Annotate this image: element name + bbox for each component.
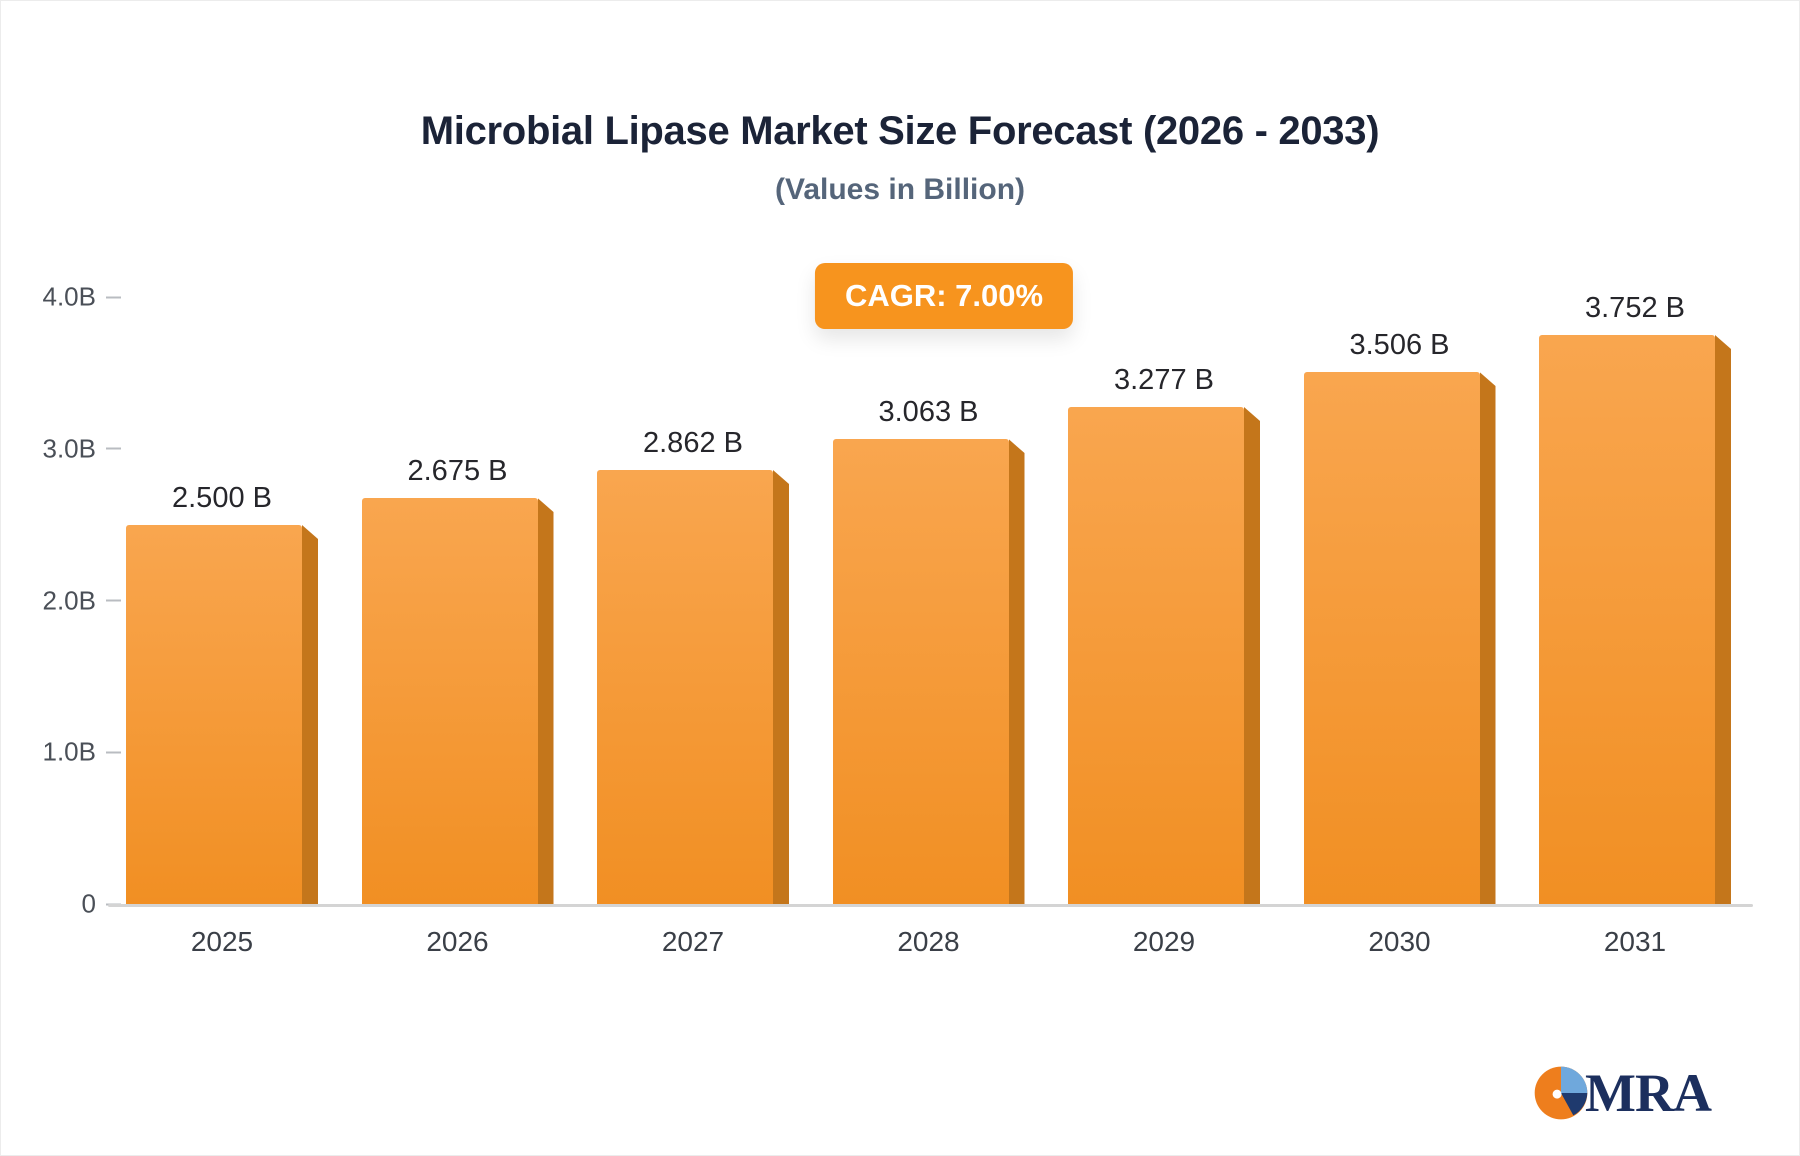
bar-value-label: 2.500 B (172, 482, 272, 514)
y-tick: 3.0B (42, 433, 121, 464)
bar-front-face (1068, 407, 1244, 904)
bar (126, 525, 318, 904)
bar-value-label: 3.506 B (1349, 329, 1450, 361)
bar (1303, 372, 1496, 904)
x-axis-label: 2027 (661, 926, 725, 957)
bar-side-face (302, 525, 318, 904)
bar-group: 3.063 B (832, 396, 1025, 904)
x-axis-label: 2028 (897, 926, 960, 957)
bar (361, 498, 554, 904)
bar-group: 2.675 B (361, 455, 554, 904)
x-axis-label: 2030 (1368, 926, 1431, 957)
y-tick: 1.0B (42, 736, 121, 768)
page-subtitle: (Values in Billion) (774, 173, 1026, 206)
x-axis-label: 2026 (426, 926, 489, 957)
plot-area: 2.500 B 2.675 B 2.862 B 3.063 B 3.277 B 3.506… (126, 292, 1731, 904)
x-axis-label: 2029 (1132, 926, 1196, 957)
bar-value-label: 3.063 B (878, 396, 979, 428)
y-tick-label: 3.0B (42, 433, 97, 464)
y-tick: 2.0B (42, 585, 121, 616)
page-title: Microbial Lipase Market Size Forecast (2… (420, 109, 1380, 153)
bar-value-label: 3.752 B (1585, 292, 1685, 324)
y-tick-mark (106, 447, 121, 450)
bar-group: 3.752 B (1539, 292, 1731, 904)
bar-side-face (1715, 335, 1731, 904)
bar-group: 3.277 B (1068, 364, 1260, 904)
x-axis-label: 2031 (1603, 926, 1667, 957)
logo-text: MRA (1585, 1063, 1712, 1123)
bar (597, 470, 789, 904)
bar (1068, 407, 1260, 904)
y-tick-mark (106, 599, 121, 602)
bar-side-face (1479, 372, 1496, 904)
bar-value-label: 2.675 B (407, 455, 508, 487)
bar-front-face (597, 470, 773, 904)
bar-value-label: 2.862 B (643, 427, 743, 459)
logo: MRA (1533, 1063, 1712, 1123)
y-tick: 4.0B (42, 281, 121, 313)
bar-front-face (361, 498, 538, 904)
pie-circle-icon (1534, 1066, 1588, 1120)
bar-group: 2.862 B (597, 427, 789, 904)
bar-front-face (1303, 372, 1480, 904)
bar-side-face (773, 470, 789, 904)
y-tick-mark (106, 751, 121, 754)
y-axis: 4.0B 3.0B 2.0B 1.0B 0 (1, 282, 121, 919)
bar-side-face (537, 498, 554, 904)
bar-side-face (1008, 439, 1025, 904)
x-axis-label: 2025 (190, 926, 254, 957)
x-axis-line (108, 904, 1753, 907)
y-tick-label: 2.0B (42, 585, 97, 615)
bar-front-face (1539, 335, 1715, 904)
bar (1539, 335, 1731, 904)
bar-group: 2.500 B (126, 482, 318, 904)
y-tick-mark (106, 296, 121, 298)
bar-group: 3.506 B (1303, 329, 1496, 904)
bar-front-face (126, 525, 302, 904)
y-tick-label: 1.0B (42, 736, 97, 767)
bar-front-face (832, 439, 1009, 904)
cagr-badge: CAGR: 7.00% (814, 263, 1074, 329)
bar (832, 439, 1025, 904)
y-tick-label: 4.0B (42, 281, 97, 312)
y-tick-label: 0 (81, 888, 96, 919)
x-axis-labels: 2025 2026 2027 2028 2029 2030 2031 (126, 926, 1731, 958)
bar-value-label: 3.277 B (1114, 364, 1214, 396)
bar-side-face (1244, 407, 1260, 904)
